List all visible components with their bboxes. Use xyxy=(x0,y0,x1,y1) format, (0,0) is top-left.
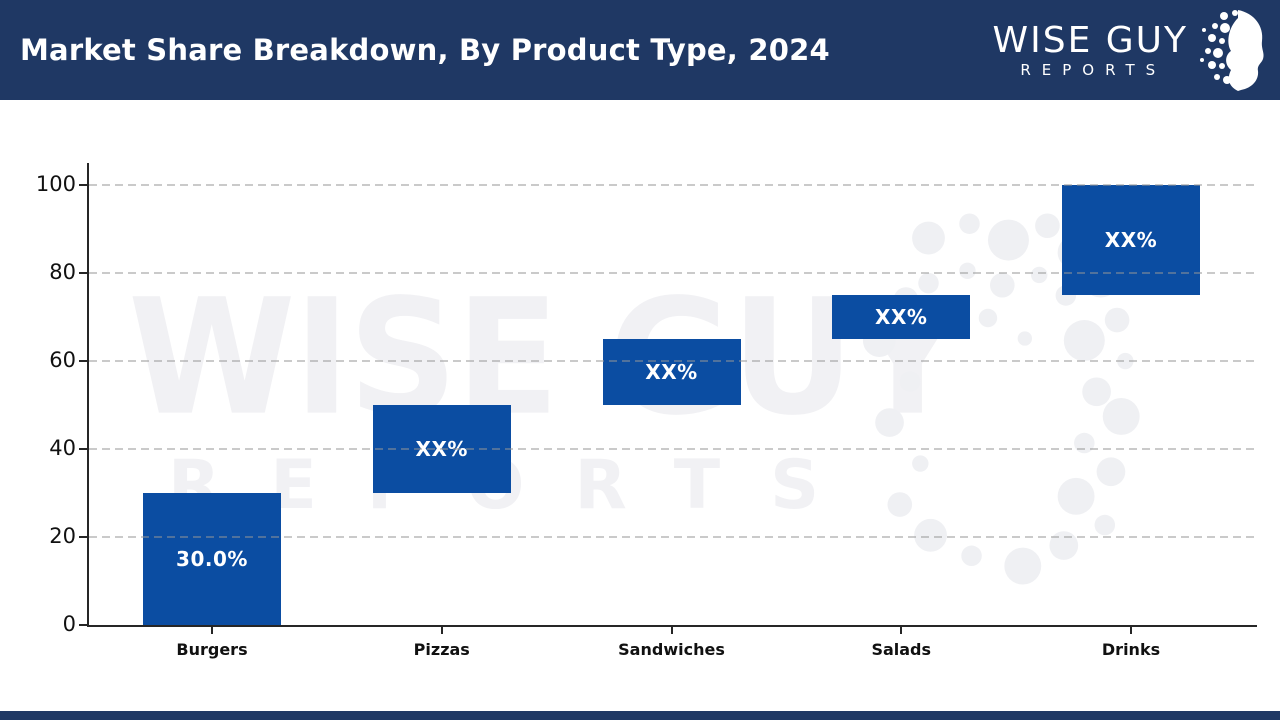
chart-title: Market Share Breakdown, By Product Type,… xyxy=(20,33,830,67)
x-tick-label-pizzas: Pizzas xyxy=(413,640,470,659)
gridline-40 xyxy=(89,448,1256,450)
bar-value-label-sandwiches: XX% xyxy=(645,360,698,384)
x-tick-mark-pizzas xyxy=(440,627,443,634)
x-tick-mark-sandwiches xyxy=(670,627,673,634)
x-tick-label-burgers: Burgers xyxy=(176,640,248,659)
gridline-60 xyxy=(89,360,1256,362)
y-tick-label-60: 60 xyxy=(49,348,76,372)
x-axis-line xyxy=(87,625,1257,627)
bar-burgers: 30.0% xyxy=(143,493,281,625)
logo-face-icon xyxy=(1200,10,1264,91)
bar-value-label-salads: XX% xyxy=(875,305,928,329)
wise-guy-reports-logo: WISE GUY REPORTS xyxy=(993,8,1267,92)
y-tick-mark-80 xyxy=(79,272,87,274)
x-tick-label-sandwiches: Sandwiches xyxy=(618,640,725,659)
bar-salads: XX% xyxy=(832,295,971,339)
y-tick-label-80: 80 xyxy=(49,260,76,284)
x-tick-label-salads: Salads xyxy=(871,640,932,659)
x-tick-mark-salads xyxy=(900,627,903,634)
watermark-wordmark: WISE GUY xyxy=(128,264,963,451)
x-tick-label-drinks: Drinks xyxy=(1101,640,1161,659)
bar-sandwiches: XX% xyxy=(602,339,741,405)
x-tick-mark-burgers xyxy=(211,627,213,634)
y-tick-mark-100 xyxy=(79,184,87,186)
header-bar: Market Share Breakdown, By Product Type,… xyxy=(0,0,1280,100)
gridline-80 xyxy=(89,272,1256,274)
gridline-100 xyxy=(89,184,1256,186)
y-tick-mark-20 xyxy=(79,536,87,538)
x-tick-mark-drinks xyxy=(1130,627,1132,634)
y-tick-mark-60 xyxy=(79,360,87,362)
gridline-20 xyxy=(89,536,1256,538)
y-tick-label-100: 100 xyxy=(35,172,76,196)
bar-value-label-burgers: 30.0% xyxy=(176,547,248,571)
y-tick-label-20: 20 xyxy=(49,524,76,548)
footer-bar xyxy=(0,711,1280,720)
y-tick-label-40: 40 xyxy=(49,436,76,460)
logo-text: WISE GUY REPORTS xyxy=(992,19,1189,79)
logo-subtitle: REPORTS xyxy=(1020,60,1167,79)
bar-drinks: XX% xyxy=(1062,185,1200,295)
y-tick-label-0: 0 xyxy=(62,612,76,636)
bar-value-label-drinks: XX% xyxy=(1104,228,1158,252)
y-tick-mark-40 xyxy=(79,448,87,450)
y-tick-mark-0 xyxy=(79,624,87,626)
logo-wordmark: WISE GUY xyxy=(992,19,1188,61)
y-axis-line xyxy=(87,163,89,627)
